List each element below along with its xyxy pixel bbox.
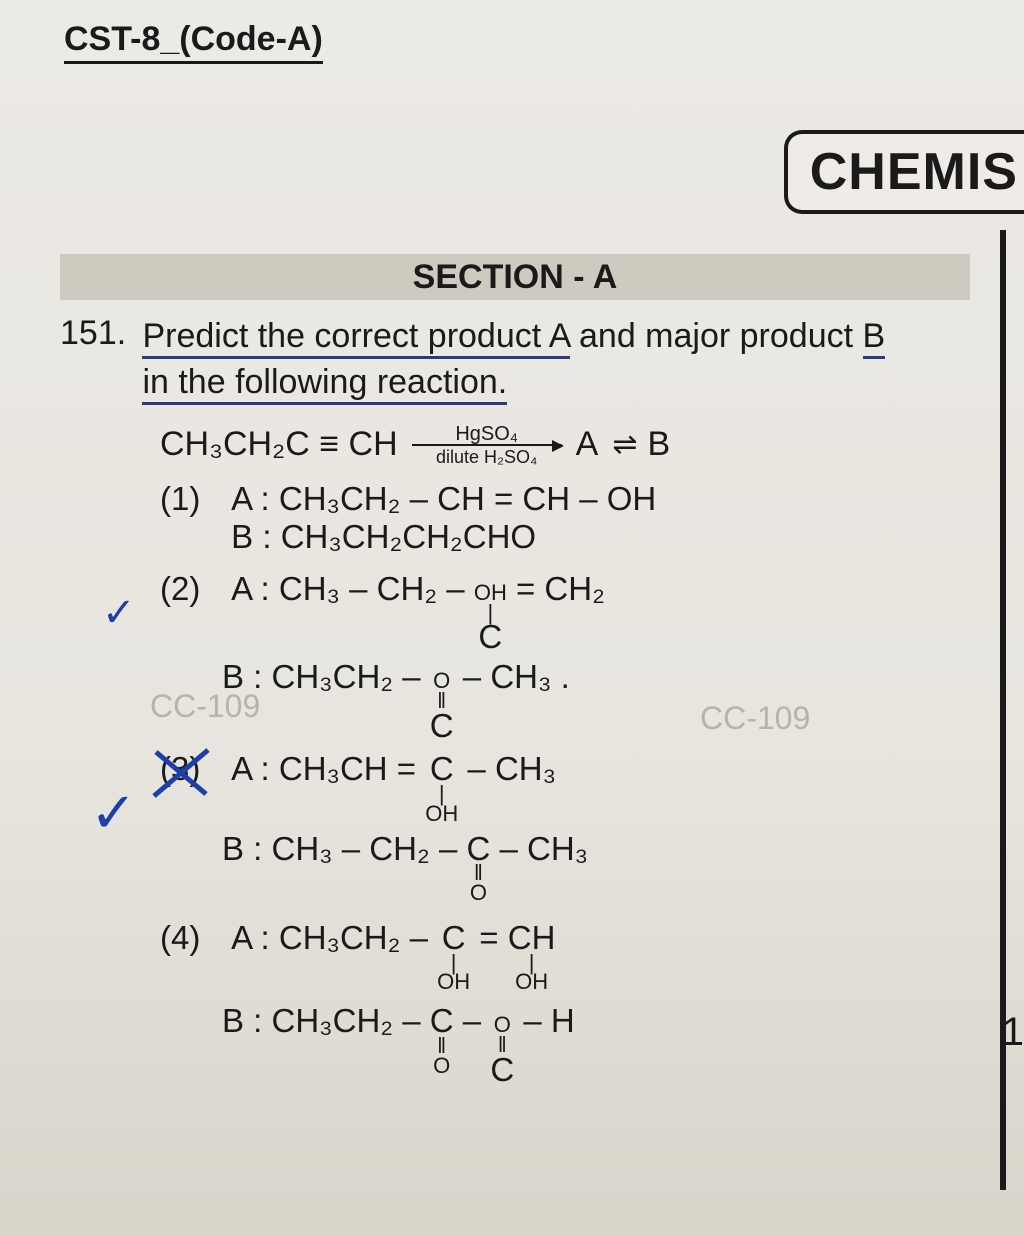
- pen-check-mark: ✓: [102, 590, 136, 636]
- arrow-reagent-top: HgSO₄: [455, 424, 518, 444]
- option-2-a-pre: A : CH₃ – CH₂ –: [231, 570, 474, 607]
- option-2-a-post: = CH₂: [507, 570, 605, 607]
- option-4-a-eq: =: [470, 919, 508, 956]
- section-heading: SECTION - A: [60, 254, 970, 300]
- option-label: (2): [160, 570, 222, 608]
- stack-bot: O: [470, 883, 487, 903]
- stack-mid: CH: [508, 923, 556, 953]
- option-4-a-stack1: C | OH: [437, 923, 470, 992]
- question-number: 151.: [60, 314, 138, 353]
- option-body: A : CH₃CH₂ – C | OH = CH | OH: [231, 919, 555, 992]
- option-3: ✓ (3) A : CH₃CH = C | OH – CH₃: [160, 750, 1024, 823]
- question-text: Predict the correct product A and major …: [142, 314, 972, 406]
- option-4-b-row: B : CH₃CH₂ – C ‖ O – O ‖ C – H: [222, 1002, 1024, 1084]
- option-2-b-pre: B : CH₃CH₂ –: [222, 658, 430, 695]
- option-3-b-stack: C ‖ O: [466, 834, 490, 903]
- option-3-a-stack: C | OH: [425, 754, 458, 823]
- stack-bot: OH: [425, 804, 458, 824]
- stack-mid: C: [430, 1006, 454, 1036]
- option-4: (4) A : CH₃CH₂ – C | OH = CH | OH: [160, 919, 1024, 992]
- stack-bot: O: [433, 1056, 450, 1076]
- stack-bot: OH: [515, 972, 548, 992]
- option-4-b-pre: B : CH₃CH₂ –: [222, 1002, 430, 1039]
- option-3-a-pre: A : CH₃CH =: [231, 750, 425, 787]
- option-label: (1): [160, 480, 222, 518]
- arrow-reagent-bottom: dilute H₂SO₄: [436, 448, 537, 466]
- option-4-a-stack2: CH | OH: [508, 923, 556, 992]
- question: 151. Predict the correct product A and m…: [60, 314, 990, 406]
- question-underline-1: Predict the correct product A: [142, 317, 569, 359]
- option-3-b-pre: B : CH₃ – CH₂ –: [222, 830, 466, 867]
- option-4-b-dash: –: [454, 1002, 491, 1039]
- option-2-b-post: – CH₃ .: [454, 658, 570, 695]
- options-block: (1) A : CH₃CH₂ – CH = CH – OH B : CH₃CH₂…: [160, 480, 1024, 1085]
- option-3-a-post: – CH₃: [458, 750, 556, 787]
- option-2-b-row: B : CH₃CH₂ – O ‖ C – CH₃ . ✓: [222, 658, 1024, 740]
- pen-cross-icon: [148, 744, 218, 804]
- stack-mid: C: [430, 711, 454, 741]
- equilibrium-arrows: ⇌: [612, 427, 633, 462]
- question-underline-b: B: [863, 317, 886, 359]
- reaction-scheme: CH₃CH₂C ≡ CH HgSO₄ dilute H₂SO₄ A ⇌ B: [160, 424, 1024, 466]
- option-3-b-row: B : CH₃ – CH₂ – C ‖ O – CH₃ ✓: [222, 830, 1024, 903]
- option-4-b-stack2: O ‖ C: [490, 1015, 514, 1084]
- option-2: ✓ (2) A : CH₃ – CH₂ – OH | C = CH₂: [160, 570, 1024, 652]
- stack-bot: OH: [437, 972, 470, 992]
- arrow-line: [412, 444, 562, 446]
- stack-mid: C: [442, 923, 466, 953]
- option-1-a: A : CH₃CH₂ – CH = CH – OH: [231, 480, 656, 517]
- option-2-b-stack: O ‖ C: [430, 671, 454, 740]
- option-body: A : CH₃CH₂ – CH = CH – OH B : CH₃CH₂CH₂C…: [231, 480, 656, 556]
- test-code-header: CST-8_(Code-A): [64, 20, 323, 64]
- option-2-a-stack: OH | C: [474, 583, 507, 652]
- option-3-b-post: – CH₃: [490, 830, 588, 867]
- reaction-arrow: HgSO₄ dilute H₂SO₄: [412, 424, 562, 466]
- question-underline-2: in the following reaction.: [142, 363, 507, 405]
- option-body: A : CH₃CH = C | OH – CH₃: [231, 750, 556, 823]
- stack-mid: C: [478, 622, 502, 652]
- reaction-lhs: CH₃CH₂C ≡ CH: [160, 425, 398, 464]
- option-4-a-pre: A : CH₃CH₂ –: [231, 919, 437, 956]
- page: CST-8_(Code-A) CHEMIS 1 SECTION - A 151.…: [0, 0, 1024, 1235]
- question-text-frag: and major product: [570, 317, 863, 355]
- stack-mid: C: [430, 754, 454, 784]
- option-1: (1) A : CH₃CH₂ – CH = CH – OH B : CH₃CH₂…: [160, 480, 1024, 556]
- pen-big-check: ✓: [90, 780, 137, 846]
- option-label: (4): [160, 919, 222, 957]
- option-4-b-stack1: C ‖ O: [430, 1006, 454, 1075]
- option-4-b-post: – H: [514, 1002, 575, 1039]
- option-body: A : CH₃ – CH₂ – OH | C = CH₂: [231, 570, 605, 652]
- subject-box: CHEMIS: [784, 130, 1024, 214]
- stack-mid: C: [490, 1055, 514, 1085]
- reaction-product-b: B: [647, 425, 670, 464]
- reaction-product-a: A: [576, 425, 599, 464]
- stack-mid: C: [466, 834, 490, 864]
- option-1-b: B : CH₃CH₂CH₂CHO: [231, 518, 536, 555]
